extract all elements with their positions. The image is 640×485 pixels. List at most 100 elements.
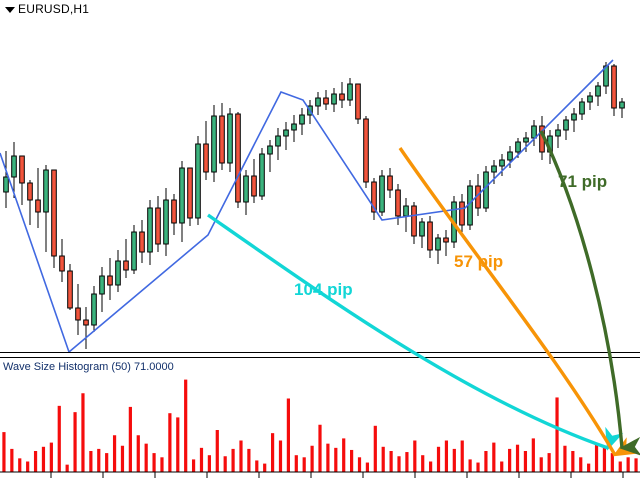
candle-bullish	[379, 175, 385, 213]
histogram-bar	[350, 449, 354, 472]
candle-bearish	[411, 205, 417, 237]
candle-bearish	[67, 270, 73, 309]
candle-bearish	[323, 97, 329, 105]
candle-bearish	[171, 199, 177, 224]
candle-bearish	[59, 255, 65, 272]
candle-bullish	[483, 171, 489, 209]
symbol-label: EURUSD,H1	[18, 2, 90, 16]
histogram-bar	[444, 440, 449, 472]
histogram-bar	[152, 453, 156, 472]
candle-bullish	[283, 129, 289, 137]
candle-bearish	[83, 319, 89, 326]
histogram-bar	[571, 451, 575, 472]
candle-bullish	[419, 221, 425, 237]
histogram-bar	[515, 444, 520, 472]
histogram-bar	[555, 397, 559, 472]
candlestick-plot	[0, 59, 625, 352]
histogram-bar	[41, 446, 46, 472]
histogram-bar	[215, 430, 219, 472]
candle-bullish	[531, 125, 537, 139]
histogram-bar	[389, 451, 393, 472]
histogram-bar	[191, 459, 196, 472]
histogram-bar	[270, 433, 275, 472]
histogram-bar	[492, 442, 496, 472]
candle-bearish	[235, 113, 241, 203]
candle-bullish	[115, 260, 121, 286]
histogram-bar	[112, 435, 117, 472]
histogram-bar	[239, 440, 243, 472]
indicator-label: Wave Size Histogram (50) 71.0000	[3, 361, 174, 373]
candle-bullish	[3, 176, 9, 193]
candle-bullish	[179, 167, 185, 224]
histogram-bar	[33, 451, 38, 472]
histogram-bar	[231, 448, 235, 472]
histogram-bar	[168, 413, 172, 472]
candle-bullish	[587, 95, 593, 103]
candle-bullish	[515, 141, 521, 153]
candle-bearish	[339, 93, 345, 101]
candle-bearish	[371, 181, 377, 213]
histogram-bar	[523, 451, 528, 472]
histogram-bar	[421, 455, 425, 472]
histogram-bar	[579, 457, 583, 472]
histogram-axis	[0, 471, 640, 478]
histogram-bar	[184, 379, 188, 472]
histogram-bar	[373, 425, 377, 472]
candle-bullish	[571, 113, 577, 121]
candle-bullish	[163, 199, 169, 245]
histogram-bar	[381, 446, 385, 472]
candle-bearish	[611, 65, 617, 109]
candle-bearish	[139, 231, 145, 253]
histogram-bar	[539, 457, 543, 472]
candle-bullish	[403, 205, 409, 217]
candle-bullish	[227, 113, 233, 164]
histogram-bar	[255, 460, 259, 472]
histogram-bar	[105, 453, 109, 472]
candle-bullish	[555, 129, 561, 137]
candle-bearish	[51, 169, 57, 257]
candle-bearish	[459, 201, 465, 226]
triangle-down-icon[interactable]	[5, 7, 15, 13]
candle-bullish	[579, 101, 585, 115]
candle-bullish	[11, 155, 17, 178]
histogram-bar	[302, 457, 306, 472]
histogram-bar	[65, 464, 69, 472]
histogram-bar	[310, 445, 314, 472]
candle-bullish	[331, 93, 337, 105]
candle-bullish	[435, 237, 441, 251]
histogram-bar	[128, 406, 132, 472]
divider-line-bottom	[0, 357, 640, 358]
histogram-bar	[500, 461, 504, 472]
histogram-bar	[247, 448, 251, 472]
histogram-bar	[397, 456, 401, 472]
histogram-bar	[436, 446, 441, 472]
histogram-bar	[594, 444, 599, 472]
histogram-bar	[326, 443, 330, 472]
candle-bullish	[243, 175, 249, 203]
histogram-bar	[318, 424, 322, 472]
candle-bullish	[275, 135, 281, 147]
candle-bearish	[123, 260, 129, 271]
candle-bearish	[427, 221, 433, 251]
candle-bullish	[259, 153, 265, 197]
histogram-bar	[342, 438, 346, 472]
histogram-bar	[89, 451, 93, 472]
indicator-pane[interactable]: Wave Size Histogram (50) 71.0000	[0, 359, 640, 480]
histogram-bar	[508, 448, 512, 472]
histogram-bar	[286, 398, 290, 472]
histogram-bar	[634, 458, 638, 472]
histogram-bar	[618, 461, 622, 472]
candle-bullish	[347, 83, 353, 101]
candle-bullish	[563, 119, 569, 131]
histogram-bar	[365, 462, 370, 472]
candle-bearish	[107, 275, 113, 286]
candle-bullish	[291, 123, 297, 131]
histogram-bar	[144, 443, 148, 472]
histogram-bar	[81, 393, 85, 472]
histogram-bar	[547, 453, 551, 472]
candle-bullish	[43, 169, 49, 213]
candle-bullish	[91, 293, 97, 326]
price-chart-pane[interactable]	[0, 20, 640, 352]
histogram-bar	[405, 452, 409, 472]
